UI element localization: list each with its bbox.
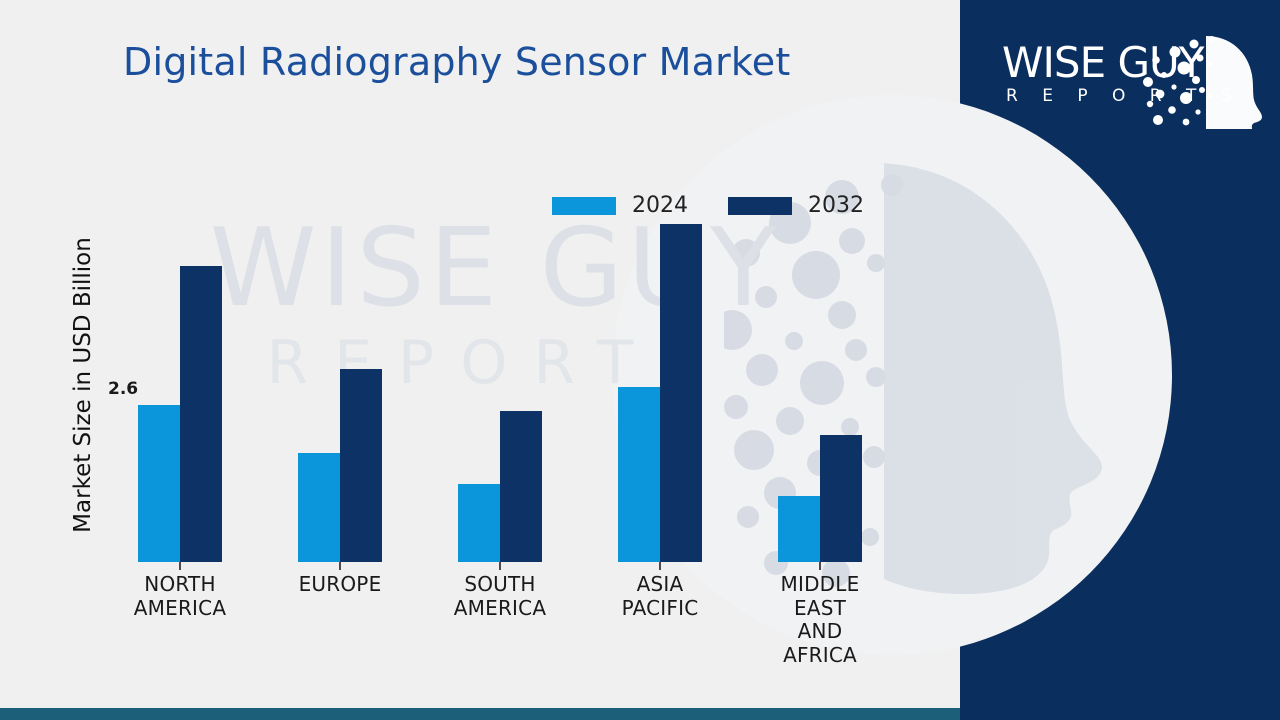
x-axis-label: NORTH AMERICA	[133, 572, 227, 620]
bar-2024[interactable]	[618, 387, 660, 562]
legend-label-2032: 2032	[808, 193, 864, 218]
head-silhouette-dots-icon	[724, 163, 1102, 595]
x-axis: NORTH AMERICA EUROPE SOUTH AMERICA ASIA PACIFI…	[100, 562, 900, 712]
legend-item-2032[interactable]: 2032	[728, 193, 864, 218]
bar-group	[260, 200, 420, 562]
bar-2032[interactable]	[340, 369, 382, 562]
legend-swatch-2024	[552, 196, 616, 215]
x-axis-tick-group: NORTH AMERICA	[100, 562, 260, 667]
bar-2032[interactable]	[500, 411, 542, 562]
bar-groups: 2.6	[100, 200, 900, 562]
x-axis-label: MIDDLE EAST AND AFRICA	[780, 572, 860, 667]
chart-legend: 2024 2032	[552, 193, 864, 218]
x-axis-tick-group: ASIA PACIFIC	[580, 562, 740, 667]
x-axis-tick	[179, 562, 181, 570]
bar-2024[interactable]	[298, 453, 340, 562]
page-title: Digital Radiography Sensor Market	[123, 40, 791, 84]
x-axis-label: SOUTH AMERICA	[453, 572, 547, 620]
x-axis-tick	[659, 562, 661, 570]
legend-label-2024: 2024	[632, 193, 688, 218]
legend-swatch-2032	[728, 196, 792, 215]
bar-2032[interactable]	[180, 266, 222, 562]
x-axis-tick	[499, 562, 501, 570]
bar-2024[interactable]	[458, 484, 500, 562]
logo-head-icon	[1143, 36, 1262, 129]
bar-value-label: 2.6	[108, 379, 139, 399]
x-axis-tick-group: MIDDLE EAST AND AFRICA	[740, 562, 900, 667]
logo-wordmark: WISE GUY	[1002, 38, 1204, 87]
bar-group	[580, 200, 740, 562]
x-axis-label: ASIA PACIFIC	[621, 572, 699, 620]
bar-group	[420, 200, 580, 562]
bar-group	[740, 200, 900, 562]
y-axis-title: Market Size in USD Billion	[70, 237, 96, 533]
x-axis-tick-group: EUROPE	[260, 562, 420, 667]
bar-2032[interactable]	[820, 435, 862, 562]
brand-logo: WISE GUY R E P O R T S	[978, 30, 1262, 129]
bar-2024[interactable]	[138, 405, 180, 562]
bar-group: 2.6	[100, 200, 260, 562]
bar-2024[interactable]	[778, 496, 820, 562]
x-axis-labels: NORTH AMERICA EUROPE SOUTH AMERICA ASIA PACIFI…	[100, 562, 900, 667]
decorative-circle	[612, 95, 1172, 655]
legend-item-2024[interactable]: 2024	[552, 193, 688, 218]
x-axis-tick	[819, 562, 821, 570]
bar-2032[interactable]	[660, 224, 702, 562]
x-axis-label: EUROPE	[298, 572, 382, 596]
x-axis-tick	[339, 562, 341, 570]
plot-area: 2.6	[100, 200, 900, 562]
x-axis-tick-group: SOUTH AMERICA	[420, 562, 580, 667]
teal-accent-strip	[0, 708, 962, 720]
logo-subtitle: R E P O R T S	[1006, 86, 1242, 106]
